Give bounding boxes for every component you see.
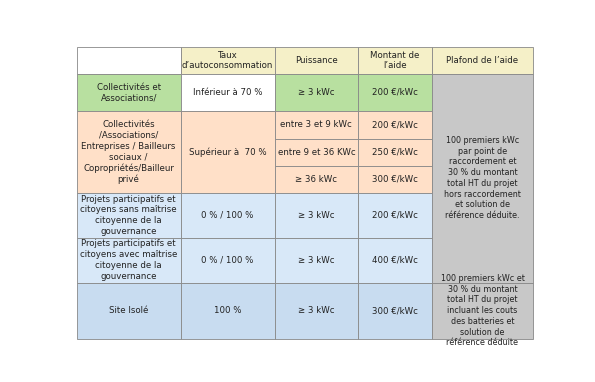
Text: Montant de
l’aide: Montant de l’aide xyxy=(370,50,419,70)
Bar xyxy=(274,47,358,74)
Text: ≥ 3 kWc: ≥ 3 kWc xyxy=(298,306,334,315)
Bar xyxy=(432,47,533,74)
Text: Puissance: Puissance xyxy=(295,56,338,65)
Bar xyxy=(274,111,358,139)
Text: Projets participatifs et
citoyens avec maîtrise
citoyenne de la
gouvernance: Projets participatifs et citoyens avec m… xyxy=(80,240,177,281)
Bar xyxy=(181,238,274,283)
Bar xyxy=(181,283,274,338)
Text: Plafond de l’aide: Plafond de l’aide xyxy=(446,56,518,65)
Bar xyxy=(274,139,358,166)
Text: ≥ 3 kWc: ≥ 3 kWc xyxy=(298,256,334,265)
Text: 300 €/kWc: 300 €/kWc xyxy=(372,175,418,184)
Text: 100 premiers kWc et
30 % du montant
total HT du projet
incluant les couts
des ba: 100 premiers kWc et 30 % du montant tota… xyxy=(440,274,524,347)
Bar xyxy=(358,139,432,166)
Bar xyxy=(181,111,274,193)
Bar xyxy=(274,193,358,238)
Text: Inférieur à 70 %: Inférieur à 70 % xyxy=(193,88,262,97)
Text: 100 premiers kWc
par point de
raccordement et
30 % du montant
total HT du projet: 100 premiers kWc par point de raccordeme… xyxy=(444,136,521,220)
Bar xyxy=(358,47,432,74)
Text: ≥ 3 kWc: ≥ 3 kWc xyxy=(298,211,334,220)
Bar xyxy=(358,193,432,238)
Bar xyxy=(358,166,432,193)
Text: ≥ 36 kWc: ≥ 36 kWc xyxy=(295,175,337,184)
Text: Collectivités
/Associations/
Entreprises / Bailleurs
sociaux /
Copropriétés/Bail: Collectivités /Associations/ Entreprises… xyxy=(82,120,176,184)
Bar xyxy=(77,238,181,283)
Text: 200 €/kWc: 200 €/kWc xyxy=(372,211,418,220)
Text: 0 % / 100 %: 0 % / 100 % xyxy=(201,256,254,265)
Bar xyxy=(432,74,533,283)
Text: 300 €/kWc: 300 €/kWc xyxy=(372,306,418,315)
Bar xyxy=(432,283,533,338)
Bar xyxy=(77,74,181,111)
Text: Supérieur à  70 %: Supérieur à 70 % xyxy=(189,147,267,157)
Text: 100 %: 100 % xyxy=(214,306,242,315)
Bar xyxy=(358,74,432,111)
Text: Projets participatifs et
citoyens sans maîtrise
citoyenne de la
gouvernance: Projets participatifs et citoyens sans m… xyxy=(80,195,177,236)
Text: ≥ 3 kWc: ≥ 3 kWc xyxy=(298,88,334,97)
Bar xyxy=(77,283,181,338)
Text: 400 €/kWc: 400 €/kWc xyxy=(372,256,418,265)
Bar xyxy=(358,238,432,283)
Bar xyxy=(77,193,181,238)
Text: 200 €/kWc: 200 €/kWc xyxy=(372,120,418,129)
Text: Site Isolé: Site Isolé xyxy=(109,306,148,315)
Text: 200 €/kWc: 200 €/kWc xyxy=(372,88,418,97)
Text: 250 €/kWc: 250 €/kWc xyxy=(372,147,418,157)
Bar xyxy=(274,74,358,111)
Bar xyxy=(358,111,432,139)
Bar xyxy=(181,74,274,111)
Bar xyxy=(274,166,358,193)
Text: 0 % / 100 %: 0 % / 100 % xyxy=(201,211,254,220)
Text: entre 3 et 9 kWc: entre 3 et 9 kWc xyxy=(280,120,352,129)
Text: entre 9 et 36 KWc: entre 9 et 36 KWc xyxy=(277,147,355,157)
Bar xyxy=(77,111,181,193)
Bar xyxy=(181,47,274,74)
Text: Collectivités et
Associations/: Collectivités et Associations/ xyxy=(96,83,161,102)
Bar xyxy=(181,193,274,238)
Bar xyxy=(77,47,181,74)
Text: Taux
d’autoconsommation: Taux d’autoconsommation xyxy=(182,50,273,70)
Bar xyxy=(274,238,358,283)
Bar xyxy=(274,283,358,338)
Bar xyxy=(358,283,432,338)
